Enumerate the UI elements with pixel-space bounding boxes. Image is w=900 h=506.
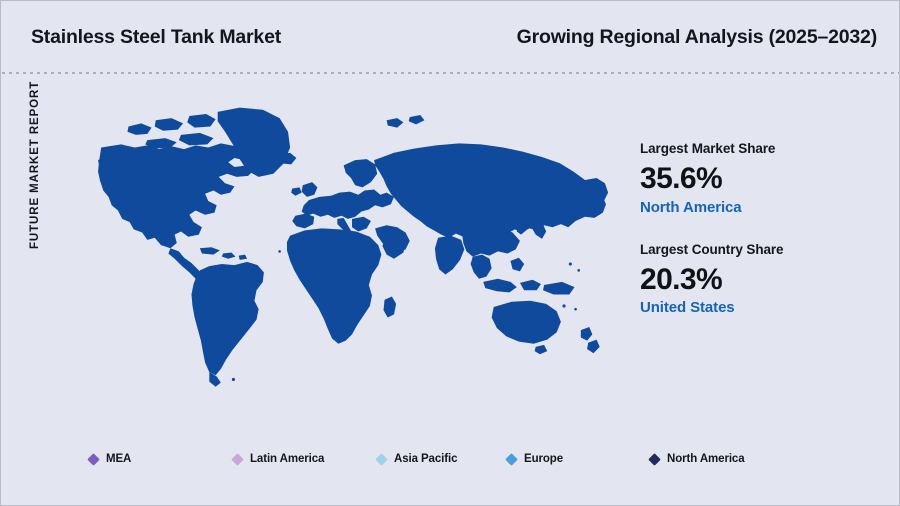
- asia-russia-shape: [374, 143, 607, 238]
- madagascar-shape: [383, 296, 397, 318]
- header-subtitle: Growing Regional Analysis (2025–2032): [516, 25, 878, 48]
- arctic-island-5: [178, 132, 214, 146]
- new-zealand-north-shape: [580, 326, 593, 341]
- stat-largest-country-share: Largest Country Share 20.3% United State…: [640, 242, 880, 317]
- atlantic-island-dot: [278, 250, 281, 253]
- legend-item-label: Asia Pacific: [394, 453, 458, 465]
- diamond-marker-icon: [87, 452, 100, 466]
- pacific-island-dot: [562, 304, 566, 308]
- arctic-island-6: [173, 150, 205, 163]
- diamond-marker-icon: [648, 452, 661, 466]
- cuba-shape: [199, 247, 220, 255]
- stats-panel: Largest Market Share 35.6% North America…: [640, 141, 880, 316]
- ireland-shape: [291, 187, 302, 196]
- falkland-island-dot: [231, 377, 236, 382]
- stat-value: 35.6%: [640, 162, 723, 195]
- legend-item-north-america[interactable]: North America: [648, 448, 745, 470]
- india-shape: [434, 235, 465, 275]
- header: Stainless Steel Tank Market Growing Regi…: [1, 1, 899, 73]
- header-divider: [2, 72, 899, 74]
- philippines-shape: [510, 257, 525, 272]
- diamond-marker-icon: [231, 452, 244, 466]
- hispaniola-shape: [221, 252, 236, 259]
- world-map-svg: [98, 107, 609, 387]
- iceland-shape: [275, 152, 297, 165]
- page-title: Stainless Steel Tank Market: [31, 25, 282, 48]
- brand-vertical-label: FUTURE MARKET REPORT: [29, 80, 41, 249]
- greenland-shape: [217, 107, 291, 177]
- arctic-island-7: [199, 164, 221, 176]
- tasmania-shape: [534, 344, 548, 355]
- diamond-marker-icon: [375, 452, 388, 466]
- arctic-island-1: [127, 123, 152, 135]
- great-britain-shape: [301, 182, 318, 197]
- legend: MEA Latin America Asia Pacific Europe No…: [87, 448, 789, 470]
- legend-item-label: Europe: [524, 453, 564, 465]
- kamchatka-shape: [585, 177, 609, 205]
- svalbard-shape: [386, 118, 404, 128]
- australia-shape: [491, 300, 561, 344]
- legend-item-europe[interactable]: Europe: [505, 448, 564, 470]
- arabia-shape: [382, 235, 406, 259]
- south-america-shape: [191, 261, 264, 376]
- europe-west-shape: [301, 189, 395, 219]
- north-america-shape: [98, 142, 261, 249]
- china-shape: [462, 225, 520, 257]
- stat-region: North America: [640, 198, 742, 216]
- indochina-shape: [470, 254, 492, 279]
- legend-item-mea[interactable]: MEA: [87, 448, 132, 470]
- pacific-island-dot: [568, 262, 572, 266]
- patagonia-tip-shape: [209, 372, 221, 387]
- world-map: [97, 97, 627, 409]
- stat-label: Largest Country Share: [640, 241, 784, 257]
- stat-value: 20.3%: [640, 262, 723, 296]
- stat-label: Largest Market Share: [640, 141, 776, 156]
- arctic-island-2: [154, 118, 184, 131]
- iberia-shape: [292, 213, 315, 229]
- legend-item-label: MEA: [106, 453, 132, 465]
- puerto-rico-shape: [238, 254, 248, 260]
- africa-shape: [286, 228, 382, 344]
- sulawesi-shape: [519, 279, 541, 291]
- japan-shape: [527, 216, 547, 239]
- new-guinea-shape: [543, 281, 575, 295]
- pacific-island-dot: [574, 307, 577, 311]
- sumatra-borneo-shape: [483, 278, 517, 293]
- stat-region: United States: [640, 299, 735, 316]
- svalbard-shape-2: [408, 114, 425, 125]
- new-zealand-south-shape: [587, 339, 600, 354]
- stat-largest-market-share: Largest Market Share 35.6% North America: [640, 141, 880, 216]
- pacific-island-dot: [577, 269, 581, 272]
- legend-item-label: Latin America: [250, 453, 325, 465]
- map-landmasses: [98, 107, 609, 387]
- alaska-shape: [98, 155, 116, 169]
- legend-item-asia-pacific[interactable]: Asia Pacific: [375, 448, 458, 470]
- central-america-shape: [168, 248, 202, 279]
- korea-shape: [516, 224, 527, 235]
- balkans-shape: [352, 216, 371, 232]
- arctic-island-4: [145, 138, 177, 149]
- scandinavia-shape: [343, 159, 378, 188]
- diamond-marker-icon: [505, 452, 518, 466]
- legend-item-label: North America: [667, 453, 745, 465]
- legend-item-latin-america[interactable]: Latin America: [231, 448, 325, 470]
- arctic-island-3: [187, 113, 216, 128]
